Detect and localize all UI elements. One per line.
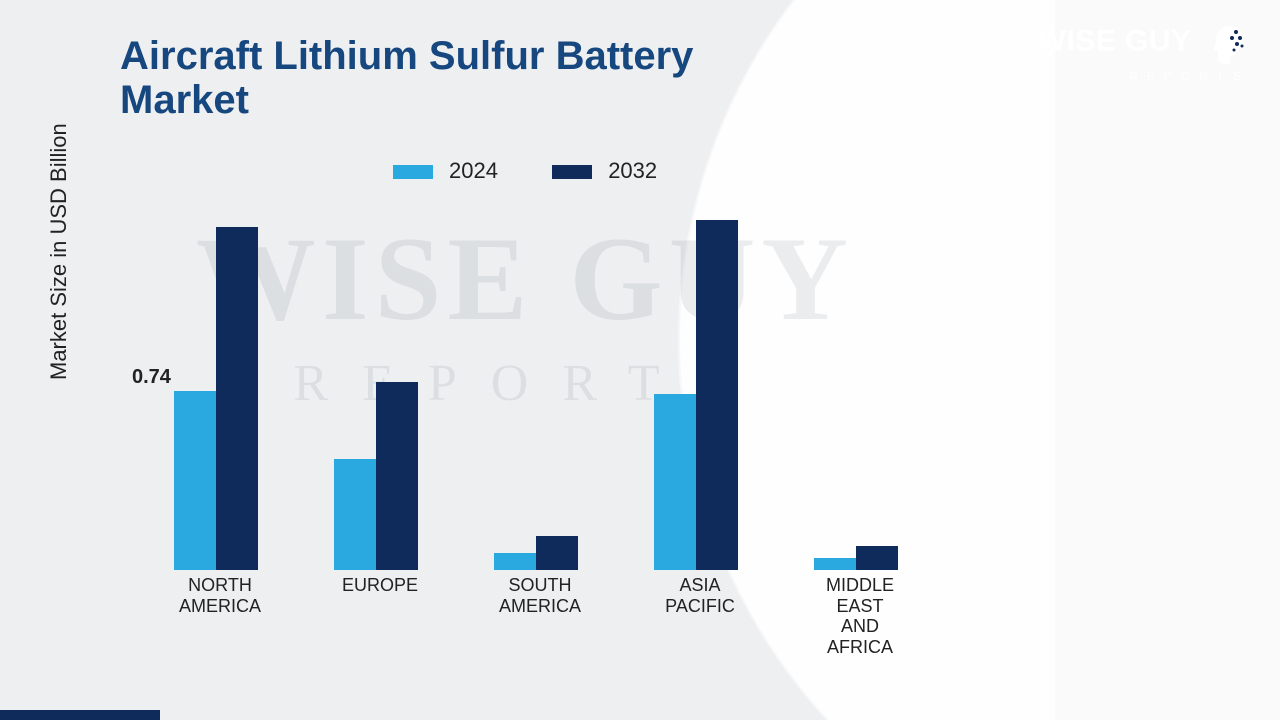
brain-head-icon: [1206, 22, 1250, 71]
bar-2024: [174, 391, 216, 570]
legend-item-2024: 2024: [393, 158, 498, 184]
legend-item-2032: 2032: [552, 158, 657, 184]
bar-2024: [814, 558, 856, 570]
legend-swatch-2024: [393, 165, 433, 179]
bar-group: [640, 208, 760, 570]
category-label: NORTHAMERICA: [160, 575, 280, 616]
category-labels: NORTHAMERICA EUROPE SOUTHAMERICA ASIAPACIFI…: [160, 575, 940, 695]
bar-2032: [696, 220, 738, 570]
y-axis-label: Market Size in USD Billion: [46, 123, 72, 380]
bar-group: [800, 208, 920, 570]
bar-2032: [376, 382, 418, 570]
legend-label-2032: 2032: [608, 158, 657, 183]
bar-2032: [856, 546, 898, 570]
brand-logo: WISE GUY REPORTS: [1038, 22, 1250, 83]
bar-group: [320, 208, 440, 570]
category-label: ASIAPACIFIC: [640, 575, 760, 616]
plot-area: 0.74: [160, 208, 940, 570]
legend: 2024 2032: [110, 158, 940, 184]
legend-label-2024: 2024: [449, 158, 498, 183]
bar-2024: [654, 394, 696, 570]
legend-swatch-2032: [552, 165, 592, 179]
bar-value-label: 0.74: [132, 366, 171, 389]
bar-2024: [334, 459, 376, 570]
category-label: EUROPE: [320, 575, 440, 596]
brand-name: WISE GUY: [1038, 25, 1192, 58]
chart-stage: WISE GUY REPORTS Aircraft Lithium Sulfur…: [0, 0, 1280, 720]
bar-2032: [216, 227, 258, 570]
bar-group: [480, 208, 600, 570]
bar-2024: [494, 553, 536, 570]
category-label: MIDDLEEASTANDAFRICA: [800, 575, 920, 658]
brand-sub: REPORTS: [1038, 69, 1250, 83]
bar-2032: [536, 536, 578, 570]
bar-chart: 2024 2032 0.74: [110, 170, 940, 570]
chart-title: Aircraft Lithium Sulfur Battery Market: [120, 34, 820, 122]
category-label: SOUTHAMERICA: [480, 575, 600, 616]
bottom-stripe: [0, 710, 160, 720]
bar-group: 0.74: [160, 208, 280, 570]
